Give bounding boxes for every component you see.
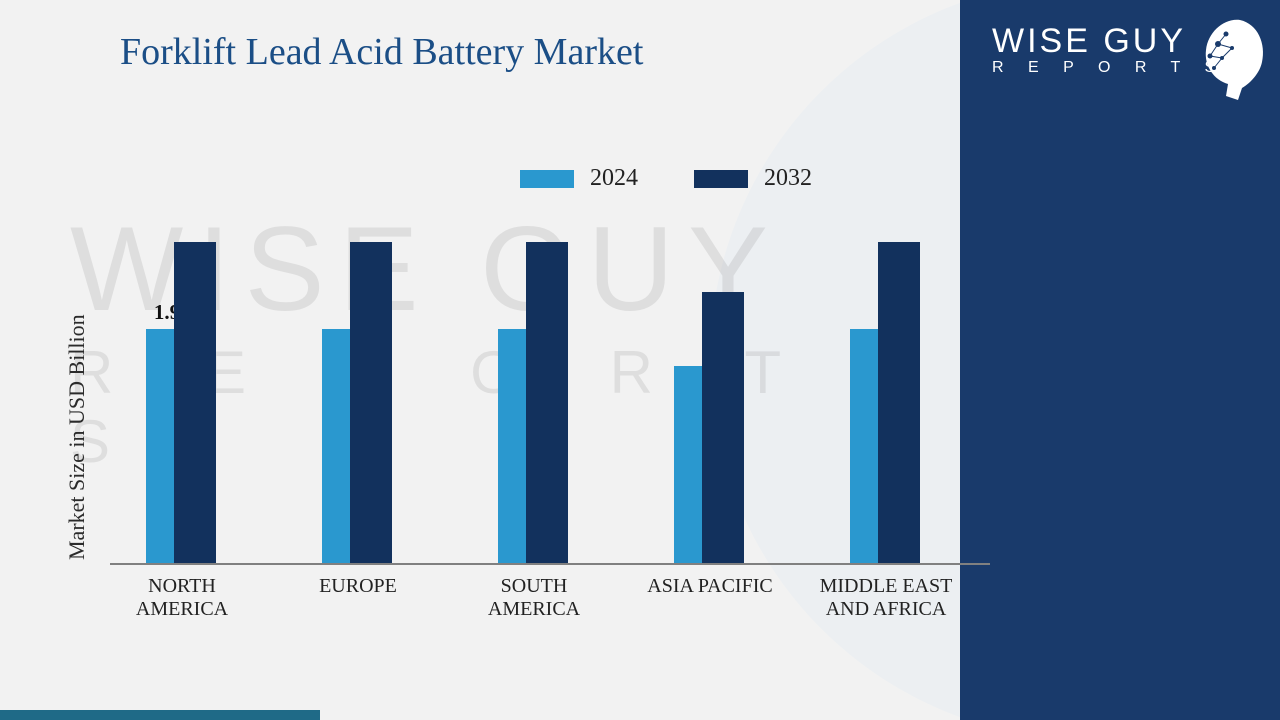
legend: 2024 2032 [520, 165, 862, 192]
bottom-accent-bar [0, 710, 320, 720]
bar-2032 [350, 242, 392, 563]
bar-2032 [702, 292, 744, 563]
legend-label-2032: 2032 [764, 165, 812, 191]
right-panel [960, 0, 1280, 720]
legend-swatch-2024 [520, 170, 574, 188]
category-label: MIDDLE EAST AND AFRICA [806, 565, 966, 621]
category-label: NORTH AMERICA [102, 565, 262, 621]
brand-head-icon [1180, 14, 1270, 104]
legend-label-2024: 2024 [590, 165, 638, 191]
bar-group: SOUTH AMERICA [498, 195, 638, 565]
bar-group: ASIA PACIFIC [674, 195, 814, 565]
category-label: SOUTH AMERICA [454, 565, 614, 621]
legend-swatch-2032 [694, 170, 748, 188]
bar-2032 [878, 242, 920, 563]
y-axis-label: Market Size in USD Billion [64, 314, 90, 560]
bar-group: EUROPE [322, 195, 462, 565]
category-label: ASIA PACIFIC [630, 565, 790, 598]
chart-area: 1.9NORTH AMERICA EUROPE SOUTH AMERICA ASIA … [110, 195, 990, 565]
legend-item-2032: 2032 [694, 165, 812, 192]
stage: WISE GUY R E P O R T S Forklift Lead Aci… [0, 0, 1280, 720]
brand-logo: WISE GUY R E P O R T S [992, 22, 1252, 77]
bar-2032 [526, 242, 568, 563]
chart-title: Forklift Lead Acid Battery Market [120, 30, 643, 74]
legend-item-2024: 2024 [520, 165, 638, 192]
bar-group: 1.9NORTH AMERICA [146, 195, 286, 565]
bar-2032 [174, 242, 216, 563]
category-label: EUROPE [278, 565, 438, 598]
bar-group: MIDDLE EAST AND AFRICA [850, 195, 990, 565]
